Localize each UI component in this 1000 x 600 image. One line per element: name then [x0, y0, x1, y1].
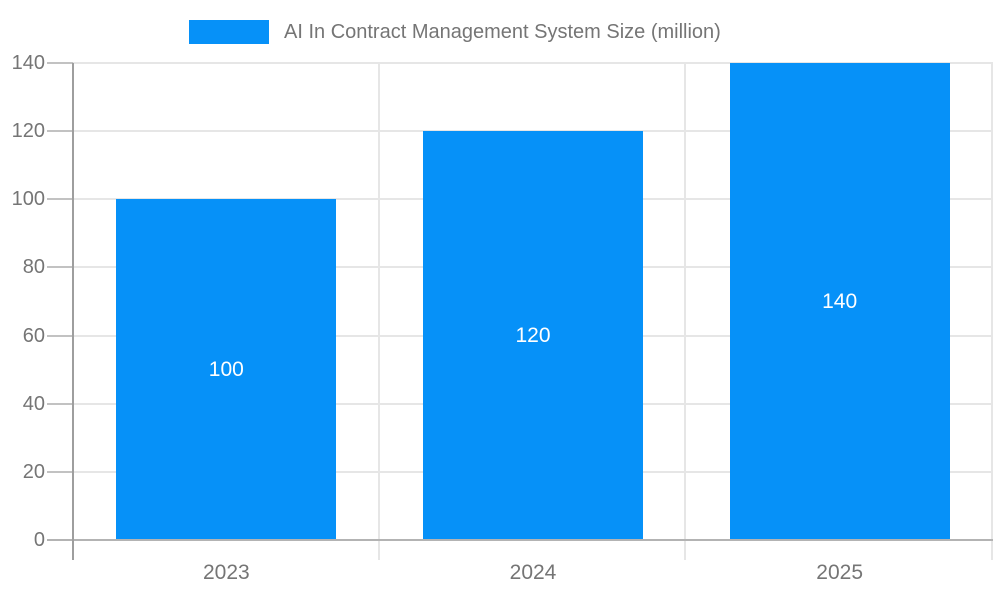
bar-value-label: 140 [822, 289, 858, 313]
y-axis-line [72, 63, 74, 560]
y-tick-label: 40 [22, 392, 45, 415]
legend-item[interactable]: AI In Contract Management System Size (m… [189, 20, 721, 44]
bar-value-label: 100 [208, 357, 244, 381]
y-tick-label: 120 [11, 120, 45, 143]
y-tick-label: 20 [22, 460, 45, 483]
y-tick [47, 470, 73, 473]
y-tick-label: 100 [11, 188, 45, 211]
x-axis-line [47, 539, 993, 541]
x-boundary-gridline [377, 63, 380, 560]
bar-value-label: 120 [515, 323, 551, 347]
y-tick [47, 402, 73, 405]
legend-swatch-icon [189, 20, 269, 44]
y-tick [47, 62, 73, 64]
y-gridline [73, 62, 993, 64]
y-tick [47, 198, 73, 201]
legend-label: AI In Contract Management System Size (m… [284, 21, 721, 43]
x-category-label: 2024 [509, 561, 557, 584]
y-tick-label: 80 [22, 256, 45, 279]
y-tick-label: 0 [33, 529, 45, 551]
y-tick-label: 140 [11, 52, 45, 74]
y-tick-label: 60 [22, 324, 45, 347]
x-boundary-gridline [684, 63, 687, 560]
x-category-label: 2025 [816, 561, 864, 584]
y-tick [47, 266, 73, 269]
bar-2023[interactable]: 100 [116, 199, 337, 540]
x-boundary-gridline [991, 63, 993, 560]
y-tick [47, 130, 73, 133]
bar-2024[interactable]: 120 [423, 131, 643, 540]
y-tick [47, 334, 73, 337]
x-category-label: 2023 [202, 561, 250, 584]
bar-2025[interactable]: 140 [729, 63, 950, 540]
